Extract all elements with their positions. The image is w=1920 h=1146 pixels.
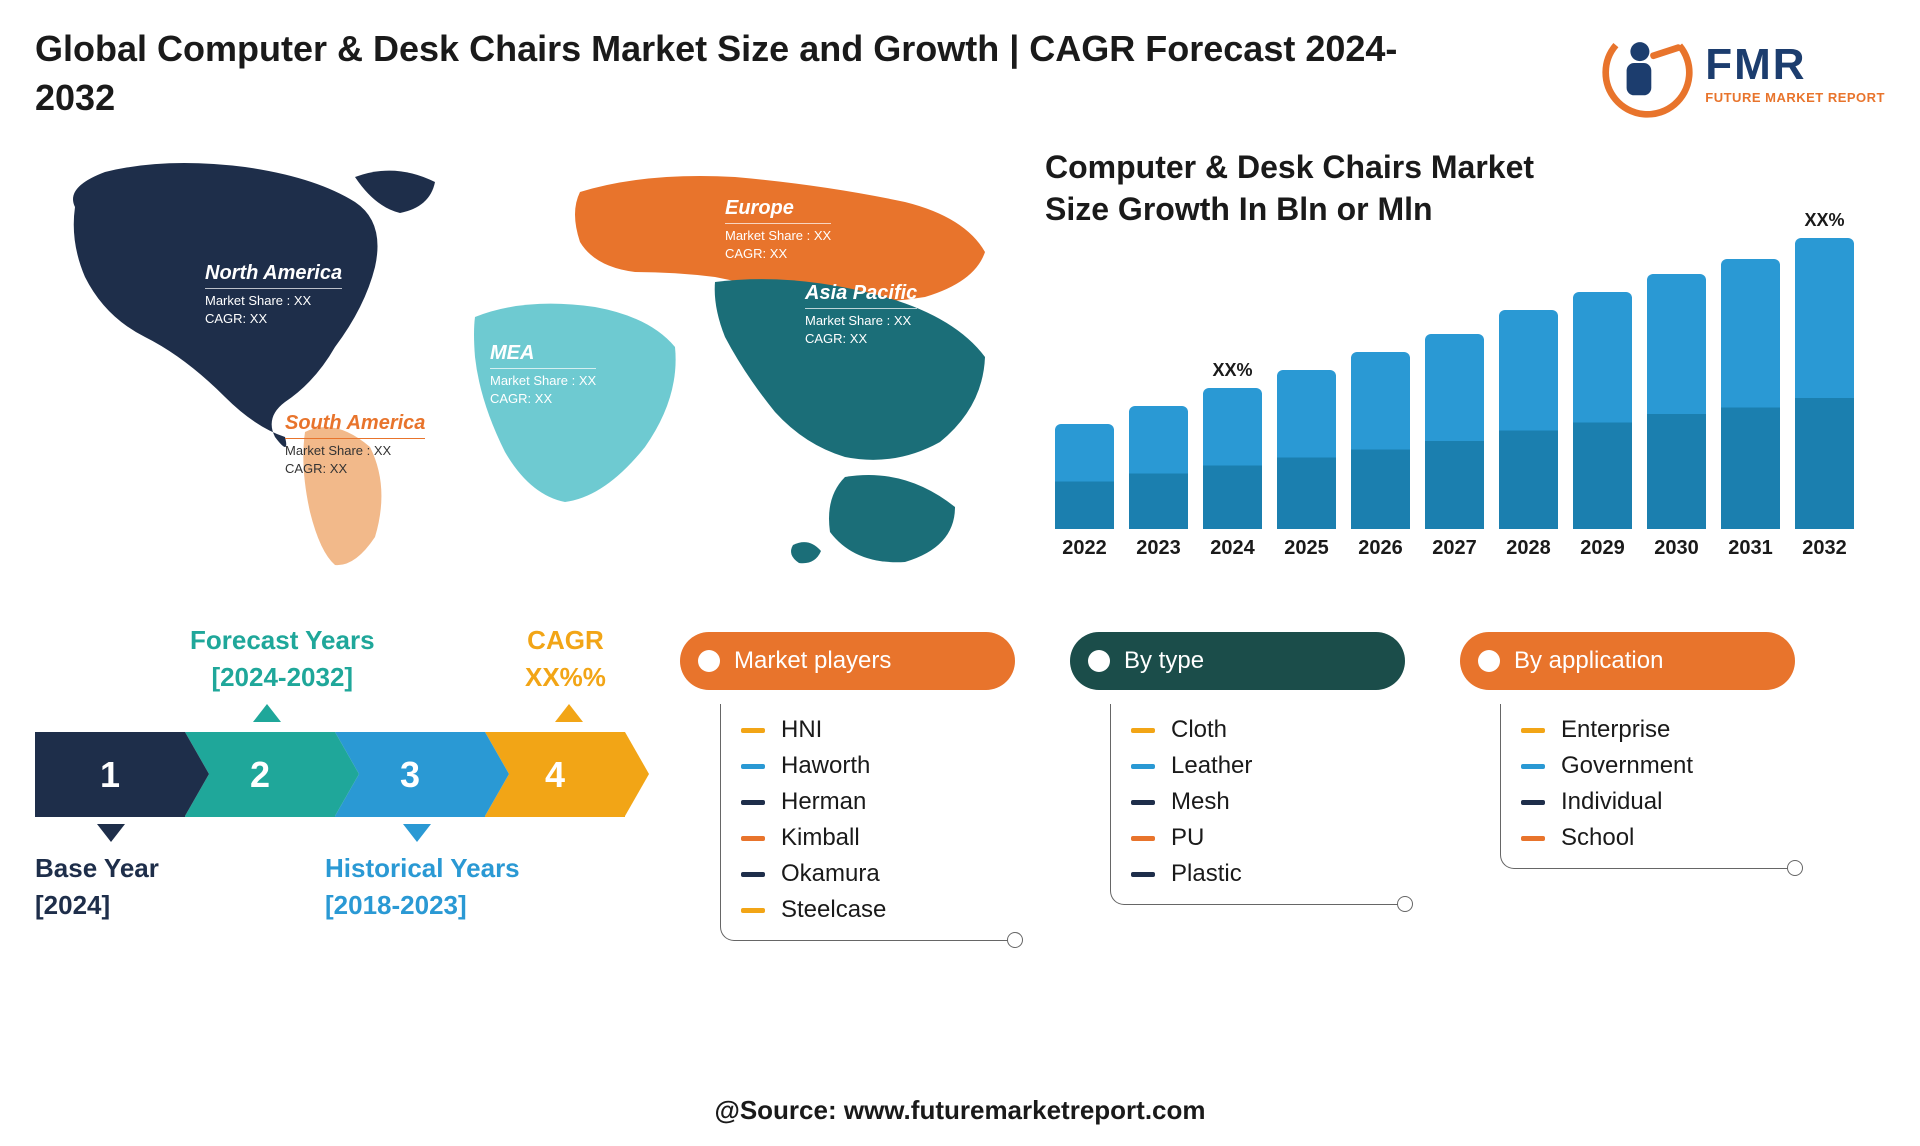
- region-na-label: North AmericaMarket Share : XXCAGR: XX: [205, 262, 342, 328]
- region-ap-label: Asia PacificMarket Share : XXCAGR: XX: [805, 282, 917, 348]
- category-item: Government: [1521, 748, 1795, 784]
- bar-2023: 2023: [1129, 406, 1188, 560]
- page-title: Global Computer & Desk Chairs Market Siz…: [35, 25, 1435, 122]
- bar-2025: 2025: [1277, 370, 1336, 560]
- category-item: Haworth: [741, 748, 1015, 784]
- category-item: Okamura: [741, 856, 1015, 892]
- region-eu-label: EuropeMarket Share : XXCAGR: XX: [725, 197, 831, 263]
- study-timeline: Forecast Years[2024-2032] CAGRXX%% 1234 …: [35, 632, 625, 912]
- bar-2031: 2031: [1721, 259, 1780, 560]
- category-by-type: By type ClothLeatherMeshPUPlastic: [1070, 632, 1405, 941]
- hist-label: Historical Years[2018-2023]: [325, 850, 520, 923]
- category-item: PU: [1131, 820, 1405, 856]
- category-by-application: By application EnterpriseGovernmentIndivi…: [1460, 632, 1795, 941]
- category-item: Mesh: [1131, 784, 1405, 820]
- bar-2028: 2028: [1499, 310, 1558, 560]
- source-attribution: @Source: www.futuremarketreport.com: [714, 1095, 1205, 1126]
- category-item: Kimball: [741, 820, 1015, 856]
- forecast-label: Forecast Years[2024-2032]: [190, 622, 375, 695]
- category-item: Enterprise: [1521, 712, 1795, 748]
- region-mea-label: MEAMarket Share : XXCAGR: XX: [490, 342, 596, 408]
- bar-2029: 2029: [1573, 292, 1632, 560]
- category-item: Plastic: [1131, 856, 1405, 892]
- category-item: School: [1521, 820, 1795, 856]
- base-arrow-icon: [97, 824, 125, 842]
- bar-2024: XX%2024: [1203, 388, 1262, 560]
- category-item: Leather: [1131, 748, 1405, 784]
- region-sa-label: South AmericaMarket Share : XXCAGR: XX: [285, 412, 425, 478]
- category-item: Individual: [1521, 784, 1795, 820]
- market-size-chart: Computer & Desk Chairs Market Size Growt…: [1045, 147, 1885, 577]
- bar-2022: 2022: [1055, 424, 1114, 560]
- logo-text: FMR: [1705, 40, 1885, 90]
- hist-arrow-icon: [403, 824, 431, 842]
- brand-logo: FMR FUTURE MARKET REPORT: [1600, 25, 1885, 120]
- category-pill: By type: [1070, 632, 1405, 690]
- category-market-players: Market players HNIHaworthHermanKimballOka…: [680, 632, 1015, 941]
- cagr-label: CAGRXX%%: [525, 622, 606, 695]
- bar-2026: 2026: [1351, 352, 1410, 560]
- category-item: Herman: [741, 784, 1015, 820]
- logo-subtext: FUTURE MARKET REPORT: [1705, 90, 1885, 105]
- chart-title: Computer & Desk Chairs Market Size Growt…: [1045, 147, 1545, 230]
- cagr-arrow-icon: [555, 704, 583, 722]
- timeline-step-1: 1: [35, 732, 185, 817]
- base-label: Base Year[2024]: [35, 850, 159, 923]
- logo-icon: [1600, 25, 1695, 120]
- category-pill: Market players: [680, 632, 1015, 690]
- category-item: Steelcase: [741, 892, 1015, 928]
- bar-2027: 2027: [1425, 334, 1484, 560]
- bar-2032: XX%2032: [1795, 238, 1854, 560]
- forecast-arrow-icon: [253, 704, 281, 722]
- category-item: HNI: [741, 712, 1015, 748]
- category-item: Cloth: [1131, 712, 1405, 748]
- world-map: North AmericaMarket Share : XXCAGR: XX So…: [35, 147, 1015, 577]
- category-pill: By application: [1460, 632, 1795, 690]
- bar-2030: 2030: [1647, 274, 1706, 560]
